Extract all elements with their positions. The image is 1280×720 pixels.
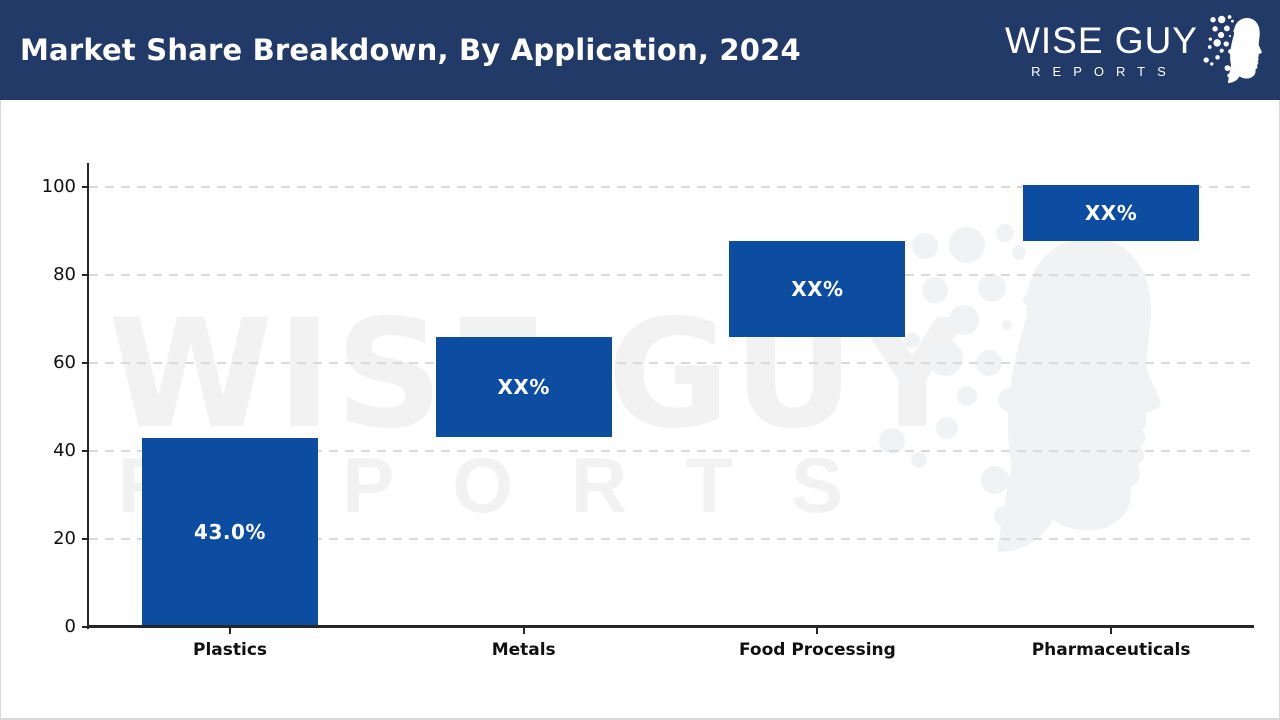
- header-banner: Market Share Breakdown, By Application, …: [0, 0, 1280, 100]
- chart-area: [0, 100, 1280, 720]
- logo-wordmark-line1: WISE GUY: [1004, 20, 1198, 62]
- logo-wordmark: WISE GUY REPORTS: [1004, 20, 1198, 79]
- logo-wordmark-line2: REPORTS: [1031, 63, 1178, 79]
- chart-title: Market Share Breakdown, By Application, …: [20, 33, 801, 67]
- logo-face-icon: [1203, 15, 1262, 83]
- wise-guy-logo: WISE GUY REPORTS: [1005, 11, 1262, 89]
